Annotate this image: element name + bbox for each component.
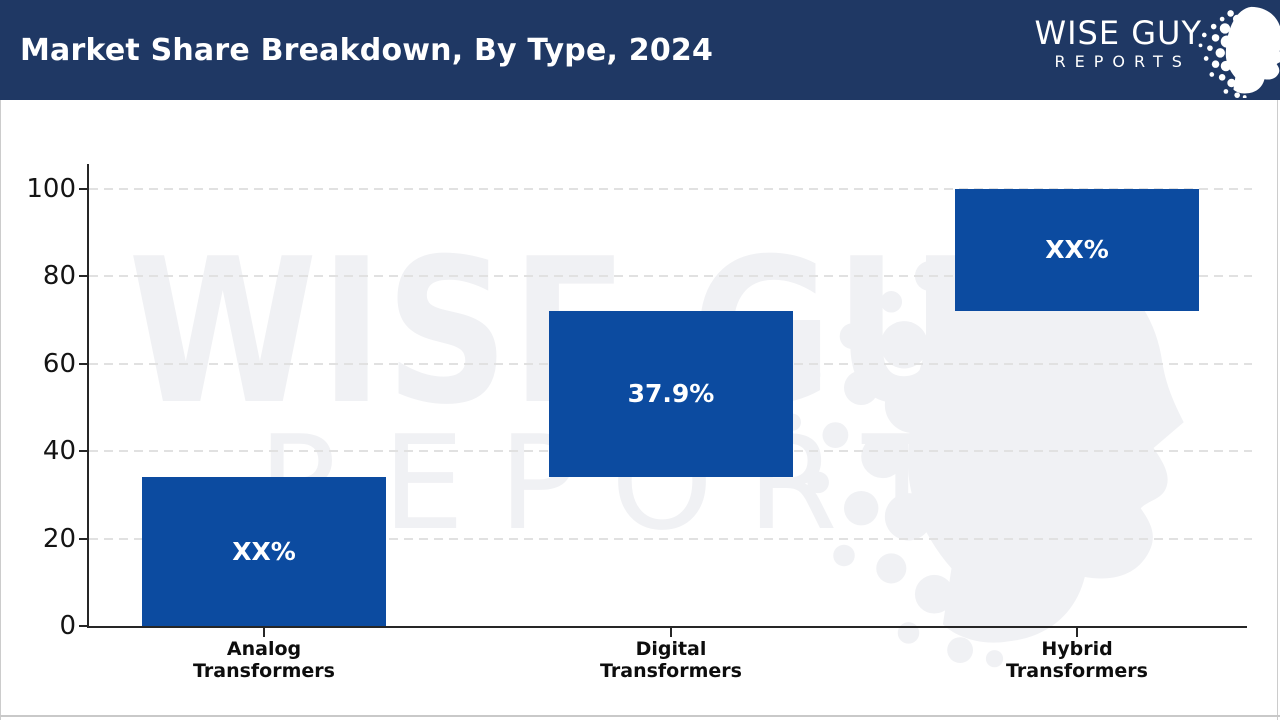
x-category-label: Analog Transformers xyxy=(193,638,335,682)
y-tick-60 xyxy=(79,362,87,365)
logo-wiseguy-text: WISE GUY xyxy=(1034,14,1202,52)
bar-analog-transformers: XX% xyxy=(142,476,386,626)
x-tick-0 xyxy=(263,628,265,637)
x-axis-spine xyxy=(87,626,1247,628)
y-tick-20 xyxy=(79,537,87,540)
y-tick-40 xyxy=(79,450,87,453)
frame-border-right xyxy=(1277,100,1278,720)
y-tick-100 xyxy=(79,188,87,190)
bar-hybrid-transformers: XX% xyxy=(955,189,1199,311)
bar-value-label: 37.9% xyxy=(627,379,715,409)
x-category-label: Hybrid Transformers xyxy=(1006,638,1148,682)
bar-digital-transformers: 37.9% xyxy=(549,310,793,477)
gridline-y-80 xyxy=(89,275,1252,278)
logo-reports-text: REPORTS xyxy=(1054,52,1191,71)
x-tick-1 xyxy=(670,628,672,637)
page-title: Market Share Breakdown, By Type, 2024 xyxy=(20,32,714,68)
y-tick-label-0: 0 xyxy=(59,611,76,641)
gridline-y-20 xyxy=(89,537,1252,540)
x-category-label: Digital Transformers xyxy=(600,638,742,682)
x-tick-2 xyxy=(1076,628,1078,637)
y-tick-0 xyxy=(79,625,87,627)
header-bar: Market Share Breakdown, By Type, 2024 WI… xyxy=(0,0,1280,100)
y-tick-label-80: 80 xyxy=(42,261,76,292)
y-tick-label-20: 20 xyxy=(42,523,76,554)
frame-border-left xyxy=(0,100,1,720)
y-tick-label-40: 40 xyxy=(42,436,76,467)
y-tick-label-60: 60 xyxy=(42,348,76,379)
y-tick-label-100: 100 xyxy=(26,174,76,204)
gridline-y-100 xyxy=(89,188,1252,190)
y-tick-80 xyxy=(79,275,87,278)
y-axis-spine xyxy=(87,164,89,628)
frame-border-bottom xyxy=(0,715,1280,717)
wiseguy-logo: WISE GUY REPORTS xyxy=(1034,16,1202,72)
bar-value-label: XX% xyxy=(1045,235,1109,265)
bar-value-label: XX% xyxy=(232,536,296,566)
